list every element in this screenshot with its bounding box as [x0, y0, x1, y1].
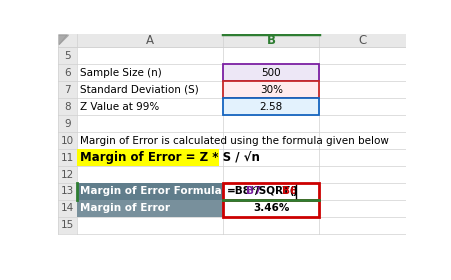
- Text: 12: 12: [60, 169, 74, 179]
- Text: 3.46%: 3.46%: [253, 203, 289, 213]
- Bar: [223, 200, 319, 217]
- Text: B7: B7: [245, 186, 260, 197]
- Text: Z Value at 99%: Z Value at 99%: [80, 102, 159, 112]
- Text: 9: 9: [64, 119, 70, 129]
- Bar: [57, 149, 77, 166]
- Text: /SQRT(: /SQRT(: [254, 186, 294, 197]
- Text: 11: 11: [60, 153, 74, 163]
- Text: Margin of Error is calculated using the formula given below: Margin of Error is calculated using the …: [80, 136, 388, 146]
- Text: Margin of Error: Margin of Error: [80, 203, 170, 213]
- Text: 6: 6: [64, 68, 70, 78]
- Bar: [57, 217, 77, 234]
- Bar: [223, 183, 319, 200]
- Bar: [57, 132, 77, 149]
- Text: Margin of Error = Z * S / √n: Margin of Error = Z * S / √n: [80, 151, 259, 164]
- Text: Standard Deviation (S): Standard Deviation (S): [80, 85, 198, 95]
- Text: 2.58: 2.58: [259, 102, 282, 112]
- Bar: [77, 149, 219, 166]
- Bar: [57, 166, 77, 183]
- Polygon shape: [59, 35, 68, 44]
- Text: B6: B6: [282, 186, 297, 197]
- Bar: [57, 34, 405, 47]
- Text: 13: 13: [60, 186, 74, 197]
- Bar: [57, 81, 77, 98]
- Text: ): ): [291, 186, 296, 197]
- Text: =B8*: =B8*: [226, 186, 256, 197]
- Text: 14: 14: [60, 203, 74, 213]
- Bar: [57, 183, 77, 200]
- Text: C: C: [358, 34, 366, 47]
- Bar: [57, 64, 77, 81]
- Text: 15: 15: [60, 220, 74, 230]
- Bar: [77, 200, 223, 217]
- Bar: [57, 115, 77, 132]
- Text: A: A: [146, 34, 154, 47]
- Text: Margin of Error Formula: Margin of Error Formula: [80, 186, 221, 197]
- Text: 30%: 30%: [259, 85, 282, 95]
- Bar: [223, 81, 319, 98]
- Text: 8: 8: [64, 102, 70, 112]
- Text: 500: 500: [261, 68, 281, 78]
- Bar: [223, 64, 319, 81]
- Bar: [57, 47, 77, 64]
- Bar: [223, 98, 319, 115]
- Text: B: B: [266, 34, 275, 47]
- Bar: [77, 183, 223, 200]
- Bar: [57, 98, 77, 115]
- Text: 7: 7: [64, 85, 70, 95]
- Text: 5: 5: [64, 51, 70, 61]
- Text: Sample Size (n): Sample Size (n): [80, 68, 161, 78]
- Bar: [57, 200, 77, 217]
- Text: 10: 10: [60, 136, 74, 146]
